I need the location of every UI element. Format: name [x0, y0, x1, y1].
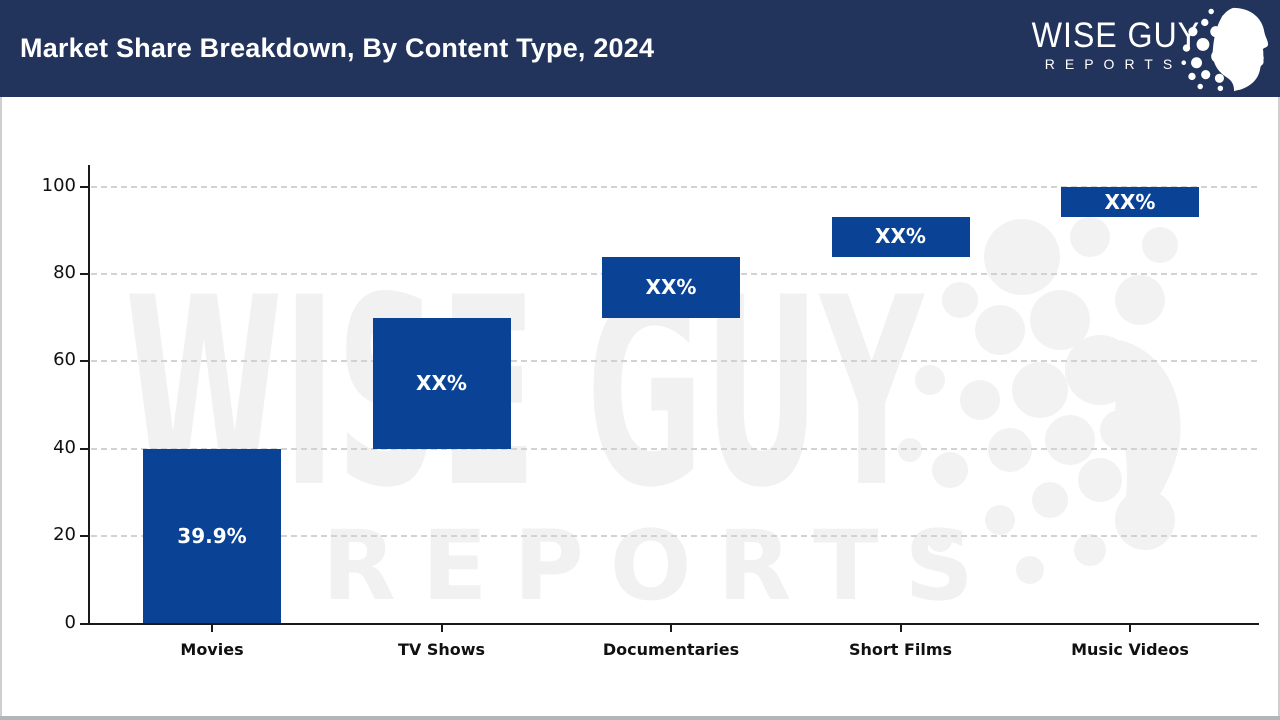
y-tick-40	[80, 447, 88, 450]
bar-tv-shows	[372, 317, 511, 450]
category-label: TV Shows	[397, 640, 486, 659]
gridline-60	[91, 360, 1257, 363]
y-tick-label-0: 0	[64, 611, 76, 633]
gridline-40	[91, 447, 1257, 450]
brand-name: WISE GUY	[1031, 16, 1200, 55]
watermark-brand-subtitle: REPORTS	[322, 510, 1000, 622]
bar-music-videos	[1061, 186, 1199, 218]
brand-wordmark: WISE GUY REPORTS	[1017, 16, 1200, 73]
page-title: Market Share Breakdown, By Content Type,…	[20, 33, 655, 63]
page-border-right	[1278, 97, 1280, 720]
bar-value-label: XX%	[416, 370, 467, 395]
y-tick-label-100: 100	[41, 174, 76, 196]
x-tick-4	[899, 625, 902, 632]
bar-value-label: XX%	[1104, 189, 1156, 214]
y-axis-spine	[88, 165, 90, 625]
category-label: Music Videos	[1071, 640, 1189, 659]
gridline-100	[91, 185, 1257, 188]
x-tick-5	[1129, 625, 1131, 632]
category-label: Movies	[180, 640, 244, 659]
x-axis-spine	[88, 623, 1259, 625]
bar-value-label: XX%	[645, 274, 697, 299]
page-border-left	[0, 97, 2, 720]
y-tick-label-40: 40	[53, 436, 76, 458]
bar-documentaries	[602, 256, 740, 318]
watermark-head-icon	[898, 217, 1181, 584]
bar-movies	[143, 449, 281, 624]
y-tick-80	[80, 273, 88, 276]
brand-subtitle: REPORTS	[1044, 56, 1183, 72]
y-tick-0	[80, 622, 88, 625]
header: Market Share Breakdown, By Content Type,…	[0, 0, 1280, 97]
x-tick-3	[670, 625, 672, 632]
y-tick-100	[80, 185, 88, 188]
category-label: Documentaries	[602, 640, 740, 659]
brand-head-icon	[1181, 7, 1269, 92]
y-tick-60	[80, 360, 88, 363]
y-tick-20	[80, 535, 88, 538]
y-tick-label-60: 60	[53, 349, 76, 371]
gridline-20	[91, 535, 1257, 538]
y-tick-label-20: 20	[53, 524, 76, 546]
bar-short-films	[831, 217, 970, 257]
page-border-bottom	[0, 716, 1280, 720]
category-label: Short Films	[848, 640, 953, 659]
x-tick-1	[211, 625, 213, 632]
y-tick-label-80: 80	[53, 262, 76, 284]
bar-value-label: XX%	[875, 224, 926, 249]
brand-logo: WISE GUY REPORTS	[1012, 0, 1272, 97]
bar-value-label: 39.9%	[177, 524, 247, 549]
x-tick-2	[440, 625, 443, 632]
